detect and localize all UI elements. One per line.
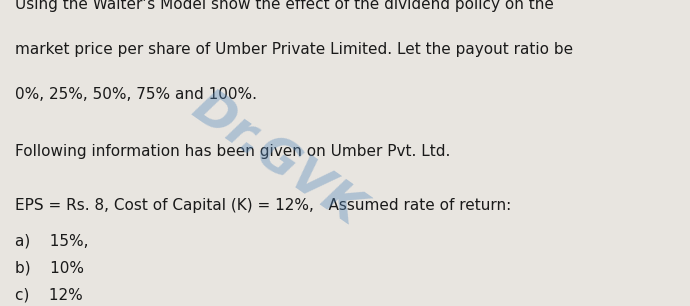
Text: Following information has been given on Umber Pvt. Ltd.: Following information has been given on … (15, 144, 451, 159)
Text: market price per share of Umber Private Limited. Let the payout ratio be: market price per share of Umber Private … (15, 42, 573, 57)
Text: a)    15%,: a) 15%, (15, 234, 88, 249)
Text: 0%, 25%, 50%, 75% and 100%.: 0%, 25%, 50%, 75% and 100%. (15, 87, 257, 102)
Text: Using the Walter’s Model show the effect of the dividend policy on the: Using the Walter’s Model show the effect… (15, 0, 554, 12)
Text: b)    10%: b) 10% (15, 261, 84, 276)
Text: c)    12%: c) 12% (15, 288, 83, 303)
Text: EPS = Rs. 8, Cost of Capital (K) = 12%,   Assumed rate of return:: EPS = Rs. 8, Cost of Capital (K) = 12%, … (15, 198, 511, 213)
Text: Dr.GVK: Dr.GVK (183, 83, 372, 235)
